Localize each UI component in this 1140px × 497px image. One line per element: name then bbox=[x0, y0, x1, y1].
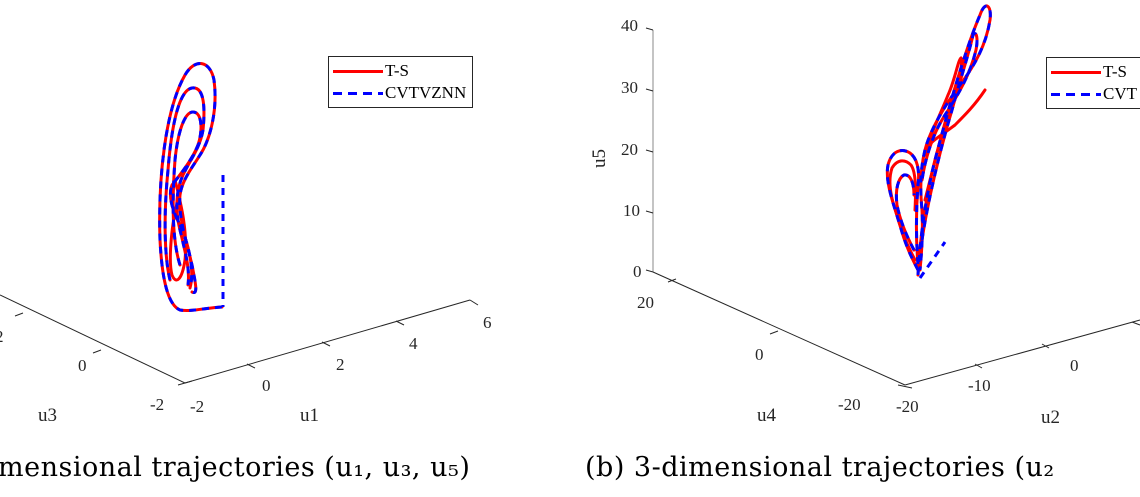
u1-tick: 2 bbox=[336, 355, 345, 374]
panel-a-axes bbox=[0, 294, 479, 386]
legend-entry-ts: T-S bbox=[1051, 61, 1140, 83]
legend-label: T-S bbox=[1103, 62, 1127, 81]
legend-entry-ts: T-S bbox=[333, 60, 466, 82]
u1-tick: 6 bbox=[483, 313, 492, 332]
u3-tick: 2 bbox=[0, 328, 4, 345]
u2-tick: -20 bbox=[896, 397, 919, 416]
u2-tick: -10 bbox=[968, 376, 991, 395]
solid-line-swatch-icon bbox=[1051, 70, 1101, 74]
u1-axis-label: u1 bbox=[300, 405, 319, 426]
u4-tick: 0 bbox=[755, 345, 764, 364]
u1-tick: 0 bbox=[262, 376, 271, 395]
u3-tick: -2 bbox=[150, 395, 165, 414]
panel-b-legend: T-S CVT bbox=[1046, 57, 1140, 109]
series-cvtvznn-trajectory bbox=[885, 4, 992, 279]
panel-b-chart: T-S CVT 40 30 20 10 0 u5 20 0 -20 -20 -1… bbox=[580, 0, 1140, 497]
u5-tick: 0 bbox=[633, 262, 642, 281]
legend-entry-cvtvznn: CVT bbox=[1051, 83, 1140, 105]
u2-axis-label: u2 bbox=[1041, 407, 1060, 428]
u4-axis-label: u4 bbox=[757, 405, 776, 426]
panel-b-caption: (b) 3-dimensional trajectories (u₂ bbox=[585, 452, 1055, 483]
series-cvtvznn-trajectory bbox=[158, 62, 225, 313]
u4-tick: 20 bbox=[637, 293, 654, 312]
dashed-line-swatch-icon bbox=[333, 91, 383, 95]
u2-tick: 0 bbox=[1070, 356, 1079, 375]
panel-a-plot-area bbox=[0, 62, 479, 386]
u1-tick: 4 bbox=[409, 334, 418, 353]
panel-a-legend: T-S CVTVZNN bbox=[328, 56, 474, 108]
panel-a-chart: T-S CVTVZNN -2 0 2 -2 0 2 4 6 u3 u1 mens… bbox=[0, 0, 560, 497]
u5-tick: 40 bbox=[621, 16, 638, 35]
legend-label: CVT bbox=[1103, 84, 1137, 103]
legend-label: CVTVZNN bbox=[385, 83, 467, 102]
legend-label: T-S bbox=[385, 61, 409, 80]
u4-tick: -20 bbox=[838, 395, 861, 414]
u5-tick: 20 bbox=[621, 140, 638, 159]
panel-b-axes bbox=[645, 27, 1140, 389]
u1-tick: -2 bbox=[190, 397, 205, 416]
dashed-line-swatch-icon bbox=[1051, 92, 1101, 96]
u3-axis-label: u3 bbox=[38, 405, 57, 426]
u5-tick: 30 bbox=[621, 78, 638, 97]
u5-tick: 10 bbox=[623, 201, 640, 220]
solid-line-swatch-icon bbox=[333, 69, 383, 73]
legend-entry-cvtvznn: CVTVZNN bbox=[333, 82, 466, 104]
u5-axis-label: u5 bbox=[589, 149, 610, 168]
panel-a-caption: mensional trajectories (u₁, u₃, u₅) bbox=[0, 452, 471, 483]
u3-tick: 0 bbox=[78, 356, 87, 375]
panel-b-plot-area bbox=[645, 4, 1140, 389]
